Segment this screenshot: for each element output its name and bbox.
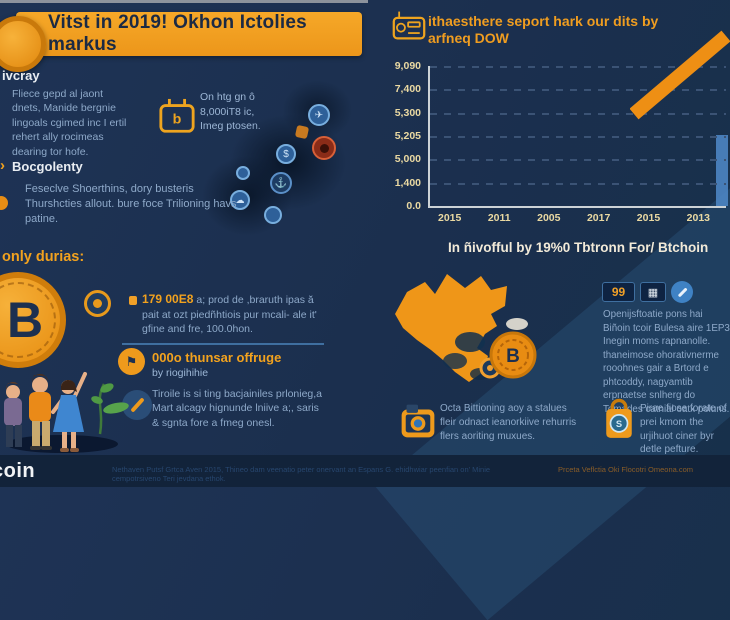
mini-bullet-icon	[129, 296, 137, 305]
red-coin-icon	[312, 136, 336, 160]
map-section-title: In ñivofful by 19%0 Tbtronn For/ Btchoin	[448, 240, 709, 255]
world-cluster: ✈ $ ⚓ ☁	[202, 80, 374, 236]
note-1: Octa Bittioning aoy a stalues fleir odna…	[440, 403, 577, 442]
x-tick-label: 2011	[487, 212, 511, 224]
cloud-icon: ☁	[230, 190, 250, 210]
target-ring-icon	[84, 290, 111, 317]
stat-item-1: 179 00E8 a; prod de ,braruth ipas ă pait …	[142, 291, 322, 337]
brand-logo: coin	[0, 460, 36, 482]
grid-chip-icon: ▦	[640, 282, 666, 302]
page-title: Vitst in 2019! Okhon Ictolies markus	[48, 12, 307, 55]
footer-bar: coin Nethaven Putsf Grtca Aven 2015, Thi…	[0, 455, 730, 487]
partial-edge-bar	[716, 135, 728, 206]
chart-gridline	[430, 89, 726, 92]
chart-gridline	[430, 159, 726, 162]
stat-text: a; prod de ,braruth ipas ă pait at ozt p…	[142, 294, 317, 336]
chart-y-axis: 9,090 7,400 5,300 5,205 5,000 1,400 0.0	[390, 60, 424, 212]
section2-heading: Bocgolenty	[12, 159, 83, 174]
section1-heading: ivcray	[2, 68, 40, 83]
svg-text:b: b	[173, 112, 182, 128]
footer-source-link[interactable]: Prceta Veflctia Oki Flocotri Omeona.com	[558, 465, 694, 474]
plane-icon: ✈	[308, 104, 330, 126]
dollar-coin-icon: $	[276, 144, 296, 164]
small-dot-icon	[236, 166, 250, 180]
chart-gridline	[430, 112, 726, 115]
section2-body: Feseclve Shoerthins, dory busteris Thurs…	[25, 183, 237, 226]
bitcoin-coin-icon	[0, 16, 46, 72]
section1-callout: On htg gn ô 8,000iT8 ic, Imeg ptosen.	[200, 91, 261, 133]
svg-text:B: B	[506, 346, 520, 367]
chart-x-axis: 2015 2011 2005 2017 2015 2013	[428, 212, 724, 224]
badge-99: 99	[602, 282, 635, 302]
x-tick-label: 2013	[686, 212, 710, 224]
note-2: Pirae fiose forate of prei kmom the urji…	[640, 403, 727, 456]
small-dot-icon	[264, 206, 282, 224]
orange-dot-icon	[0, 196, 8, 210]
chart-gridline	[430, 136, 726, 138]
y-tick-label: 0.0	[406, 200, 421, 212]
x-tick-label: 2005	[537, 212, 561, 224]
camera-globe-icon	[401, 404, 435, 438]
chart-plot	[428, 66, 728, 208]
chart-title-line2: arfneq DOW	[428, 30, 509, 46]
header-banner: Vitst in 2019! Okhon Ictolies markus	[0, 12, 362, 72]
anchor-icon: ⚓	[270, 172, 292, 194]
badge-row: 99 ▦	[602, 281, 693, 303]
flag-circle-icon: ⚑	[118, 348, 145, 375]
divider-line	[122, 343, 324, 345]
svg-text:S: S	[616, 419, 622, 429]
chevron-bullet-icon: ›	[0, 157, 5, 174]
trend-arrow-icon	[630, 30, 730, 120]
section1-body: Fliece gepd al jaont dnets, Manide bergn…	[12, 88, 127, 158]
radio-device-icon	[392, 11, 426, 40]
y-tick-label: 5,000	[394, 153, 421, 166]
x-tick-label: 2015	[438, 212, 462, 224]
chart-title: ithaesthere seport hark our dits by arfn…	[428, 13, 658, 47]
stat-value: 179 00E8	[142, 292, 194, 306]
chart-gridline	[430, 66, 726, 68]
bag-coin-icon: S	[606, 398, 632, 438]
people-illustration	[4, 372, 129, 453]
stat-item-3: Tiroile is si ting bacjainiles prlonieg,…	[152, 388, 323, 429]
x-tick-label: 2017	[586, 212, 611, 224]
country-map: B	[395, 274, 537, 382]
y-tick-label: 9,090	[394, 60, 421, 72]
package-icon	[294, 124, 310, 140]
section3-heading: only durias:	[2, 249, 85, 265]
footer-credit-text: Nethaven Putsf Grtca Aven 2015, Thineo d…	[112, 465, 491, 483]
calendar-device-icon: b	[159, 98, 195, 133]
map-section-paragraph: Openijsftoatie pons hai Biñoin tcoir Bul…	[603, 309, 730, 415]
bar-chart: 9,090 7,400 5,300 5,205 5,000 1,400 0.0 2015 20…	[390, 60, 728, 224]
stat-item-2-subtitle: by riogihihie	[152, 367, 209, 379]
y-tick-label: 5,300	[394, 106, 421, 119]
stat-item-2-title: 000o thunsar offruge	[152, 350, 282, 365]
chart-title-line1: ithaesthere seport hark our dits by	[428, 13, 659, 29]
y-tick-label: 5,205	[394, 130, 421, 142]
y-tick-label: 7,400	[394, 83, 421, 96]
y-tick-label: 1,400	[394, 176, 421, 189]
top-border-strip	[0, 0, 368, 3]
link-circle-icon	[671, 281, 693, 303]
x-tick-label: 2015	[636, 212, 661, 224]
chart-gridline	[430, 182, 726, 185]
